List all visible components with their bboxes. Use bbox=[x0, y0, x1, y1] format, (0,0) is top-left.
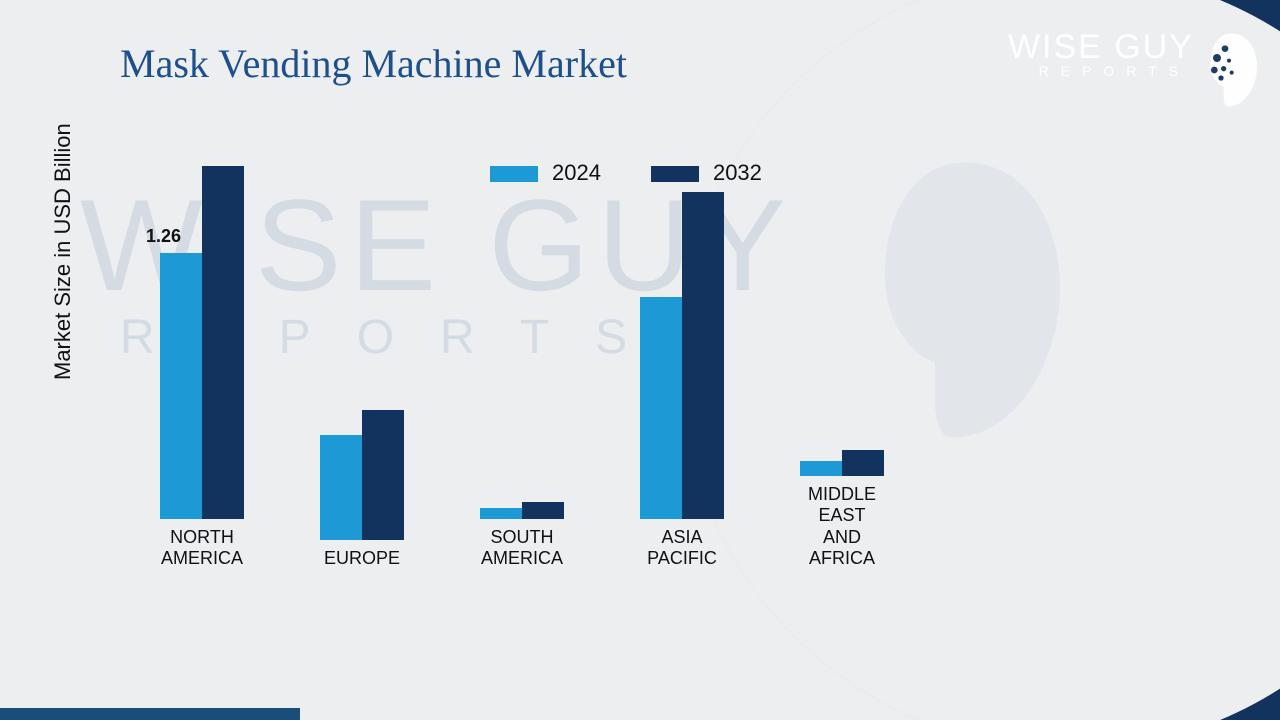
logo-main-text: WISE GUY bbox=[1008, 28, 1194, 67]
bar-pair bbox=[622, 139, 742, 519]
bar-pair bbox=[302, 160, 422, 540]
category-group: MIDDLE EAST AND AFRICA bbox=[782, 96, 902, 570]
category-label: NORTH AMERICA bbox=[142, 527, 262, 570]
bar-series-b bbox=[362, 410, 404, 541]
report-slide: WISE GUY REPORTS WISE GUY REPORTS Mask V… bbox=[0, 0, 1280, 720]
plot-area: 1.26 NORTH AMERICA EUROPE SOUTH AMERICA ASIA… bbox=[140, 190, 940, 570]
category-label: SOUTH AMERICA bbox=[462, 527, 582, 570]
bar-series-a bbox=[160, 253, 202, 519]
category-label: MIDDLE EAST AND AFRICA bbox=[782, 484, 902, 570]
bar-series-b bbox=[522, 502, 564, 519]
bar-series-a bbox=[320, 435, 362, 541]
category-group: ASIA PACIFIC bbox=[622, 139, 742, 570]
bar-series-b bbox=[682, 192, 724, 519]
bar-series-a bbox=[800, 461, 842, 476]
y-axis-label: Market Size in USD Billion bbox=[50, 123, 76, 380]
bottom-accent-bar bbox=[0, 708, 300, 720]
category-label: ASIA PACIFIC bbox=[622, 527, 742, 570]
bar-pair bbox=[462, 139, 582, 519]
bar-series-b bbox=[202, 166, 244, 519]
bar-series-a bbox=[640, 297, 682, 519]
bar-series-a bbox=[480, 508, 522, 519]
bar-pair bbox=[782, 96, 902, 476]
category-group: SOUTH AMERICA bbox=[462, 139, 582, 570]
chart-title: Mask Vending Machine Market bbox=[120, 40, 627, 87]
category-group: 1.26 NORTH AMERICA bbox=[142, 139, 262, 570]
brand-logo: WISE GUY REPORTS bbox=[1008, 28, 1250, 79]
category-label: EUROPE bbox=[302, 548, 422, 570]
bar-chart: Market Size in USD Billion 1.26NORTH AME… bbox=[60, 160, 960, 660]
category-group: EUROPE bbox=[302, 160, 422, 570]
bar-pair: 1.26 bbox=[142, 139, 262, 519]
bar-series-b bbox=[842, 450, 884, 475]
bar-value-label: 1.26 bbox=[146, 226, 181, 247]
